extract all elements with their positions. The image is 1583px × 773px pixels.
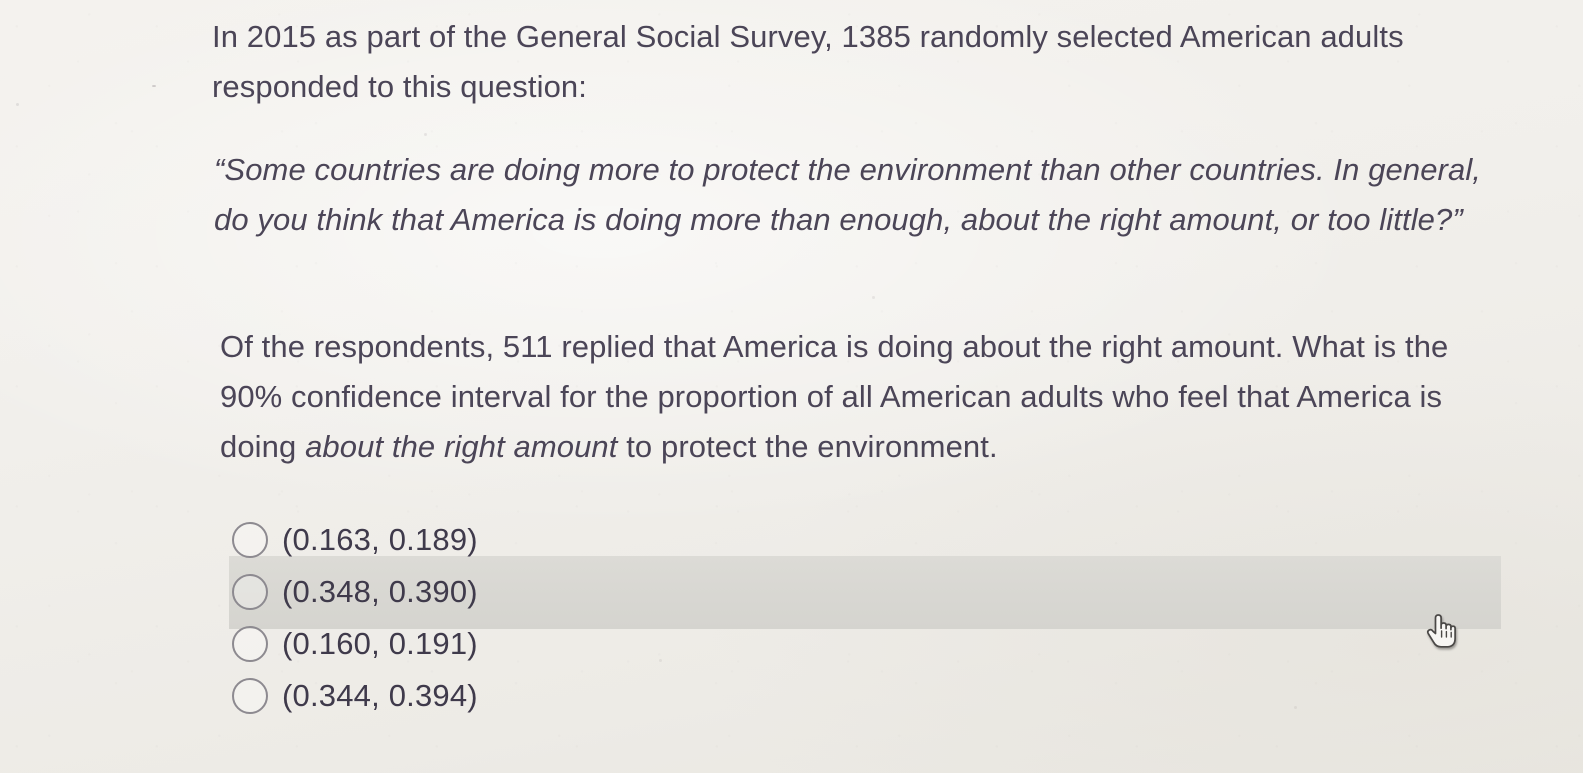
radio-button-icon[interactable]: [232, 626, 268, 662]
radio-button-icon[interactable]: [232, 522, 268, 558]
question-prompt-paragraph: Of the respondents, 511 replied that Ame…: [220, 322, 1500, 472]
radio-button-icon[interactable]: [232, 574, 268, 610]
question-intro-paragraph: In 2015 as part of the General Social Su…: [212, 19, 1404, 104]
answer-options-list: (0.163, 0.189) (0.348, 0.390) (0.160, 0.…: [232, 514, 932, 722]
answer-option-label: (0.348, 0.390): [282, 574, 478, 609]
paper-speck: [659, 659, 662, 662]
answer-option-label: (0.344, 0.394): [282, 678, 478, 713]
paper-speck: [424, 133, 427, 136]
option-highlight-band: [229, 556, 1501, 629]
paper-speck: [872, 296, 875, 299]
paper-speck: [152, 85, 156, 87]
paper-speck: [1294, 706, 1297, 709]
answer-option-3[interactable]: (0.160, 0.191): [232, 618, 932, 670]
answer-option-4[interactable]: (0.344, 0.394): [232, 670, 932, 722]
paper-speck: [16, 103, 19, 106]
survey-question-quote: “Some countries are doing more to protec…: [214, 152, 1482, 237]
answer-option-2[interactable]: (0.348, 0.390): [232, 566, 932, 618]
prompt-text-part-2: to protect the environment.: [617, 429, 998, 464]
answer-option-label: (0.163, 0.189): [282, 522, 478, 557]
radio-button-icon[interactable]: [232, 678, 268, 714]
answer-option-label: (0.160, 0.191): [282, 626, 478, 661]
prompt-emphasis: about the right amount: [305, 429, 618, 464]
answer-option-1[interactable]: (0.163, 0.189): [232, 514, 932, 566]
prompt-text-part-1: Of the respondents, 511 replied that Ame…: [220, 329, 1449, 464]
